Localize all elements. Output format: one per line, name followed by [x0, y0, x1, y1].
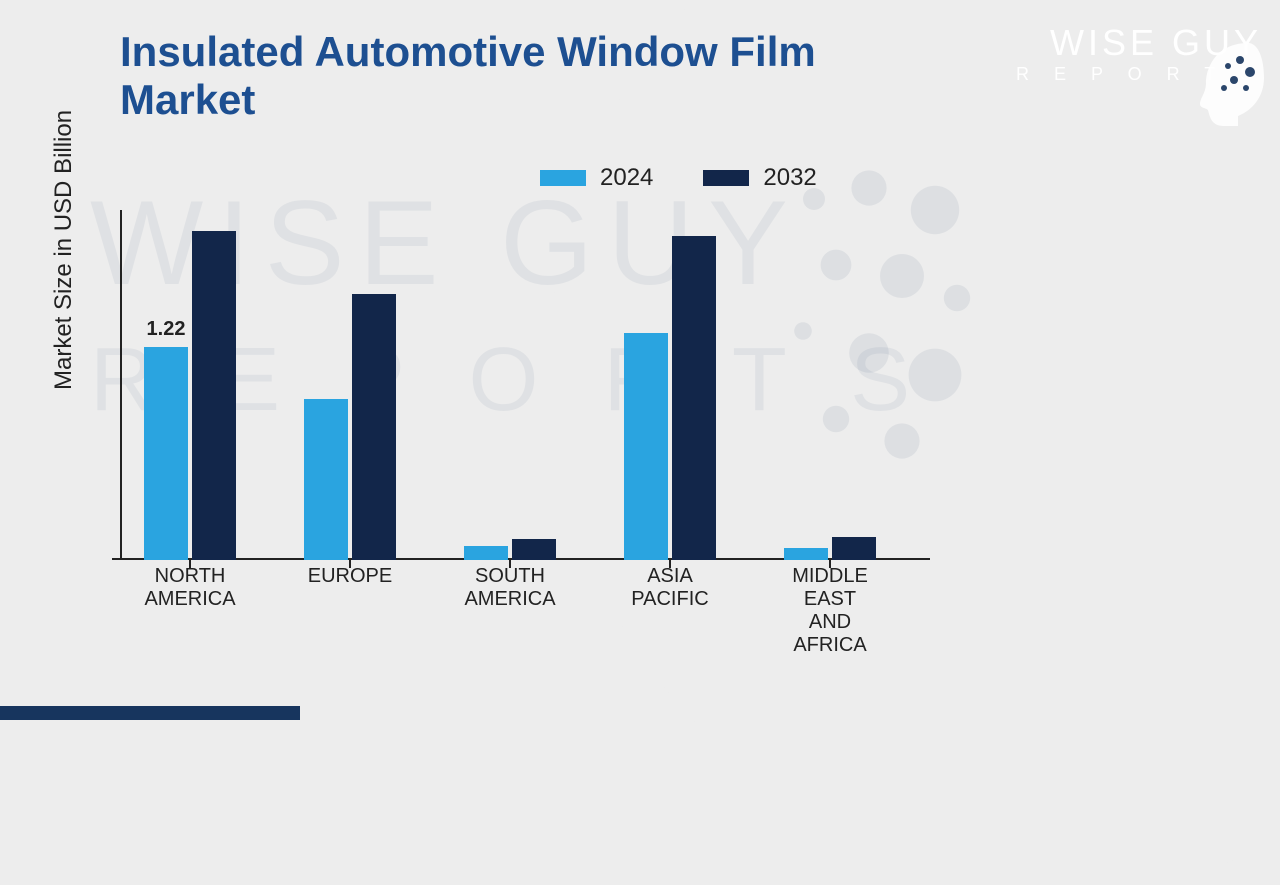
legend-swatch-2032 — [703, 170, 749, 186]
bar-2024 — [304, 399, 348, 560]
legend-label-2032: 2032 — [763, 164, 816, 192]
bar-value-label: 1.22 — [147, 318, 186, 341]
category-label: ASIA PACIFIC — [631, 565, 708, 611]
x-axis-labels: NORTH AMERICA EUROPE SOUTH AMERICA ASIA PAC… — [120, 565, 930, 685]
bar-group — [460, 539, 560, 560]
bar-2024 — [624, 333, 668, 561]
canvas: WISE GUY R E P O R T S WISE GUY R E P O … — [0, 0, 1280, 720]
bar-group — [620, 236, 720, 560]
bar-2032 — [512, 539, 556, 560]
brand-head-icon — [1198, 38, 1268, 128]
bar-group — [780, 537, 880, 560]
y-tick — [112, 558, 120, 560]
category-label: NORTH AMERICA — [144, 565, 235, 611]
bar-2024 — [464, 546, 508, 560]
bar-group — [140, 231, 240, 560]
bar-group — [300, 294, 400, 560]
footer-accent-bar — [0, 706, 300, 720]
bar-2024 — [144, 347, 188, 561]
bar-2032 — [672, 236, 716, 560]
legend-swatch-2024 — [540, 170, 586, 186]
legend-label-2024: 2024 — [600, 164, 653, 192]
category-label: EUROPE — [308, 565, 392, 588]
legend-item-2024: 2024 — [540, 164, 653, 192]
brand-logo: WISE GUY R E P O R T S — [1016, 22, 1262, 85]
bar-2032 — [832, 537, 876, 560]
bar-2024 — [784, 548, 828, 560]
y-axis-line — [120, 210, 122, 560]
category-label: MIDDLE EAST AND AFRICA — [792, 565, 868, 657]
bar-2032 — [192, 231, 236, 560]
bar-2032 — [352, 294, 396, 560]
category-label: SOUTH AMERICA — [464, 565, 555, 611]
chart-plot-area: 1.22 — [120, 210, 930, 560]
y-axis-label: Market Size in USD Billion — [50, 110, 78, 390]
chart-title: Insulated Automotive Window Film Market — [120, 28, 860, 125]
legend: 2024 2032 — [540, 164, 817, 192]
legend-item-2032: 2032 — [703, 164, 816, 192]
